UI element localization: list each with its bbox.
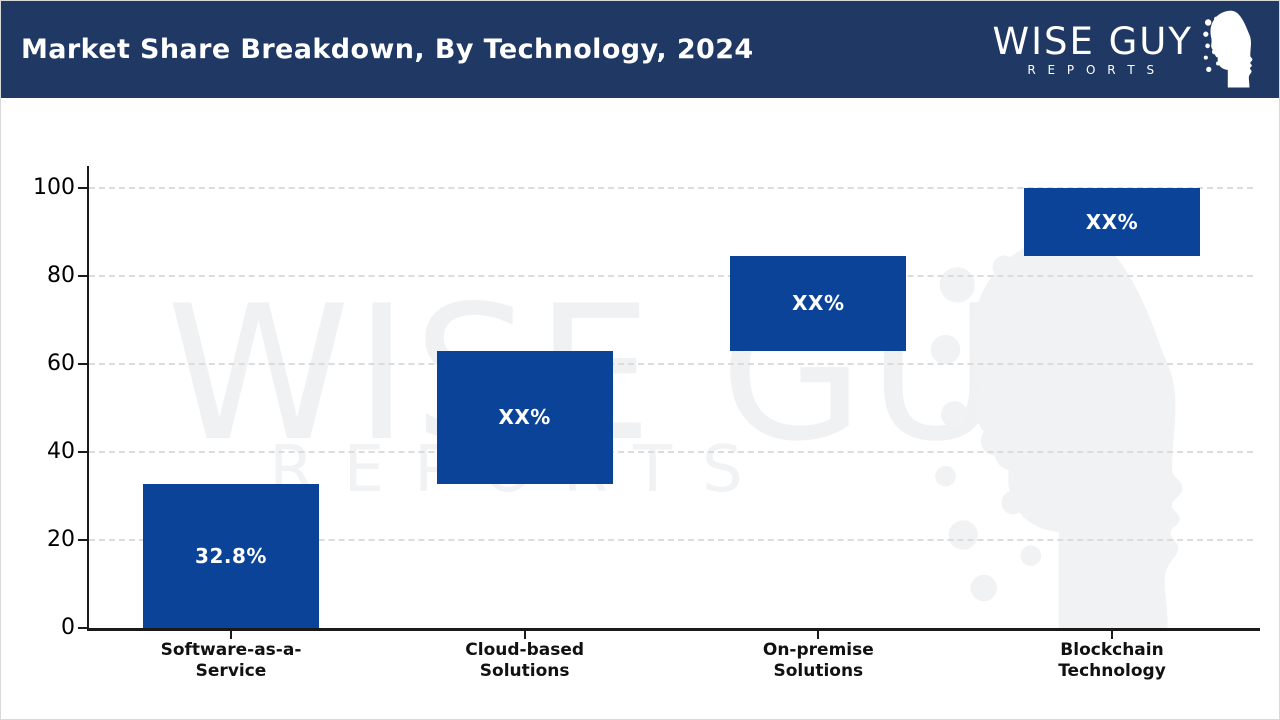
chart-title: Market Share Breakdown, By Technology, 2… [21, 34, 754, 65]
gridline-60 [89, 363, 1253, 365]
x-category-label: Blockchain Technology [992, 640, 1232, 682]
bar-value-label: 32.8% [195, 543, 267, 568]
y-tick-mark-20 [78, 539, 87, 541]
y-tick-label-40: 40 [47, 439, 75, 464]
header-band: Market Share Breakdown, By Technology, 2… [1, 1, 1279, 98]
y-tick-label-80: 80 [47, 263, 75, 288]
x-tick-mark [523, 631, 526, 639]
y-tick-mark-40 [78, 451, 87, 453]
bar-value-label: XX% [498, 405, 551, 430]
x-tick-mark [1111, 631, 1113, 639]
x-tick-mark [230, 631, 232, 639]
gridline-100 [89, 187, 1253, 189]
gridline-80 [89, 275, 1253, 277]
y-tick-mark-60 [78, 363, 87, 365]
bar-segment: 32.8% [143, 483, 319, 628]
y-axis-spine [87, 166, 89, 631]
x-category-label: Cloud-based Solutions [405, 640, 645, 682]
y-tick-mark-100 [78, 187, 87, 189]
watermark-wordmark: WISE GUY [166, 265, 1126, 482]
x-category-line: Cloud-based [465, 640, 585, 660]
watermark-face [930, 234, 1183, 630]
x-tick-mark [817, 631, 820, 639]
x-category-label: Software-as-a- Service [111, 640, 351, 682]
x-category-line: Solutions [773, 661, 864, 681]
x-category-line: On-premise [762, 640, 874, 660]
x-category-line: Service [195, 661, 267, 681]
y-tick-label-0: 0 [61, 615, 75, 640]
x-category-label: On-premise Solutions [698, 640, 938, 682]
wiseguy-face-icon [1203, 10, 1253, 87]
wiseguy-logo: WISE GUY R E P O R T S [993, 9, 1263, 91]
bar-segment: XX% [1024, 188, 1200, 257]
x-category-line: Technology [1058, 661, 1166, 681]
y-tick-mark-0 [78, 627, 87, 629]
gridline-40 [89, 451, 1253, 453]
x-category-line: Software-as-a- [160, 640, 302, 660]
bar-segment: XX% [730, 256, 907, 351]
bar-segment: XX% [436, 350, 613, 484]
bar-value-label: XX% [1085, 210, 1139, 235]
gridline-20 [89, 539, 1253, 541]
bar-value-label: XX% [792, 291, 845, 316]
y-tick-mark-80 [78, 275, 87, 277]
y-tick-label-100: 100 [33, 175, 75, 200]
x-category-line: Blockchain [1060, 640, 1164, 660]
logo-subtitle: R E P O R T S [1027, 63, 1159, 77]
y-tick-label-20: 20 [47, 527, 75, 552]
logo-wordmark: WISE GUY [992, 20, 1193, 63]
x-category-line: Solutions [479, 661, 570, 681]
wiseguy-logo-text: WISE GUY R E P O R T S [993, 23, 1193, 76]
y-tick-label-60: 60 [47, 351, 75, 376]
x-axis-spine [87, 628, 1260, 631]
